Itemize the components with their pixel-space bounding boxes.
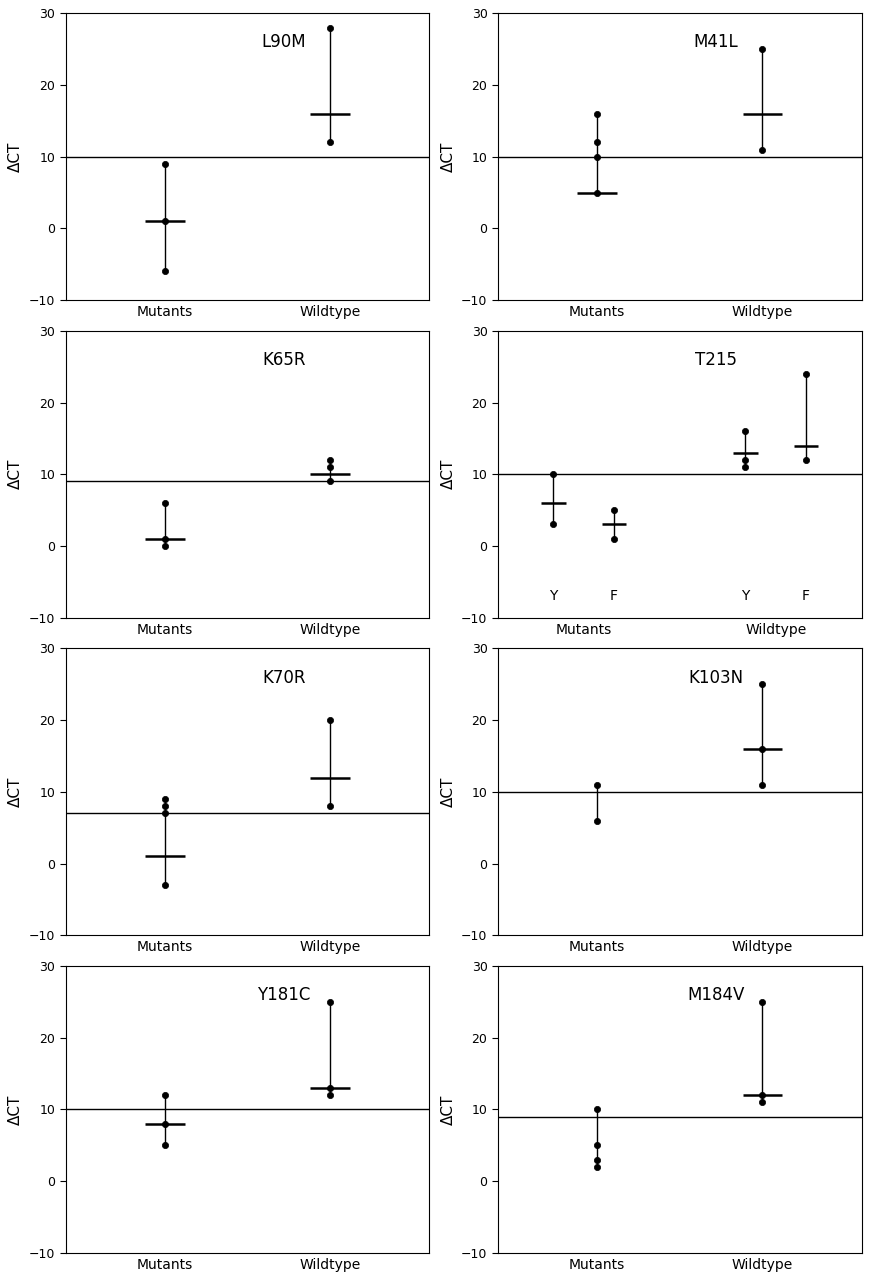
Text: K65R: K65R (262, 351, 305, 369)
Y-axis label: ΔCT: ΔCT (9, 777, 23, 808)
Text: F: F (609, 589, 617, 603)
Y-axis label: ΔCT: ΔCT (440, 460, 455, 489)
Y-axis label: ΔCT: ΔCT (440, 777, 455, 808)
Text: F: F (801, 589, 809, 603)
Text: M41L: M41L (693, 33, 738, 51)
Y-axis label: ΔCT: ΔCT (9, 460, 23, 489)
Y-axis label: ΔCT: ΔCT (9, 142, 23, 172)
Text: Y: Y (740, 589, 749, 603)
Text: Y181C: Y181C (257, 986, 310, 1004)
Text: K103N: K103N (687, 668, 743, 686)
Y-axis label: ΔCT: ΔCT (440, 1094, 455, 1125)
Text: T215: T215 (694, 351, 736, 369)
Y-axis label: ΔCT: ΔCT (440, 142, 455, 172)
Y-axis label: ΔCT: ΔCT (9, 1094, 23, 1125)
Text: Y: Y (548, 589, 557, 603)
Text: K70R: K70R (262, 668, 305, 686)
Text: M184V: M184V (687, 986, 744, 1004)
Text: L90M: L90M (262, 33, 306, 51)
